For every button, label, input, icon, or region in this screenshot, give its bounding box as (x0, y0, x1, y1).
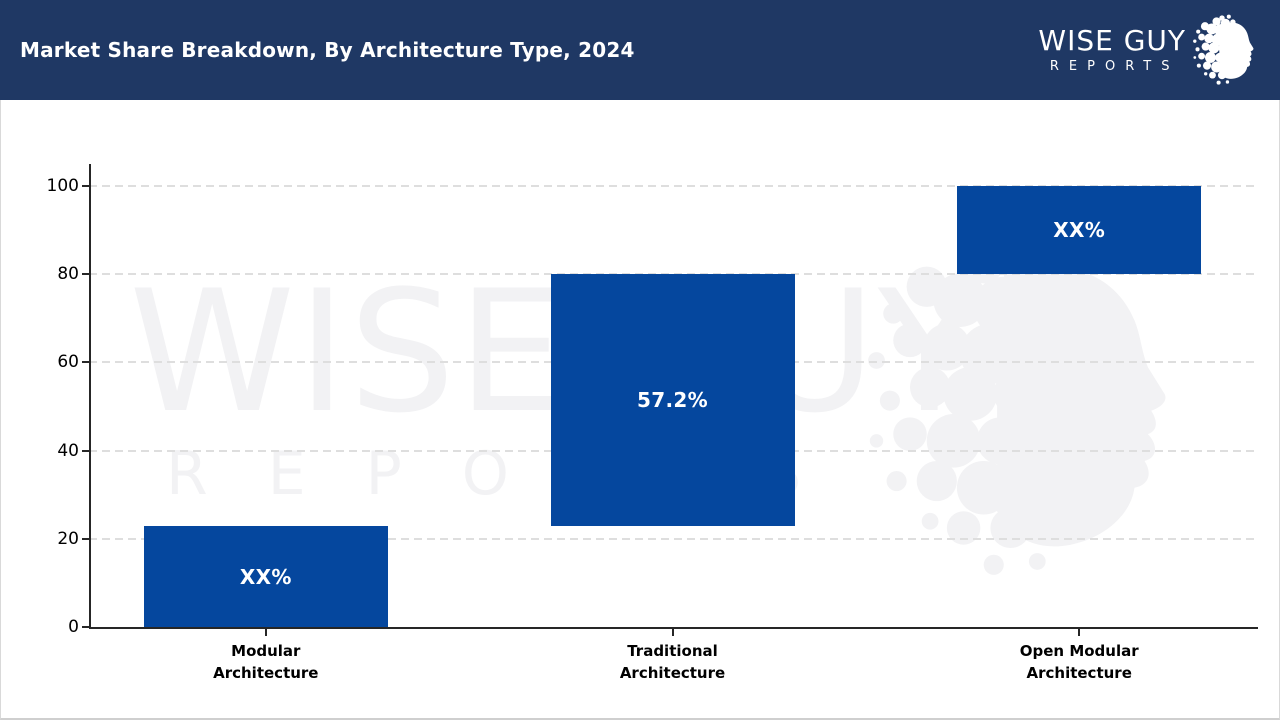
y-axis-line (89, 164, 91, 627)
category-label-open-modular-architecture: Open Modular Architecture (1019, 642, 1139, 682)
y-axis-tick-label: 20 (57, 528, 79, 549)
face-dot (1215, 52, 1225, 63)
face-dot (1203, 72, 1208, 76)
x-axis-tick-modular-architecture (264, 629, 267, 636)
bar-value-label: 57.2% (637, 388, 708, 413)
face-dot (1208, 42, 1220, 54)
face-dot (1193, 39, 1197, 43)
bar-value-label: XX% (1053, 218, 1106, 243)
face-dot (1198, 33, 1205, 41)
face-dot (1195, 47, 1200, 52)
brand-logo: WISE GUY REPORTS (1038, 12, 1256, 88)
face-dot (1233, 25, 1238, 30)
brand-logo-text: WISE GUY REPORTS (1038, 24, 1186, 74)
face-dot (1224, 25, 1233, 34)
y-axis-tick-label: 60 (57, 352, 79, 373)
y-axis-tick-40 (82, 449, 89, 452)
plot: 0 20 40 60 80 100 XX% Modular Architecture 57.2%… (1, 100, 1279, 718)
face-dot (1228, 43, 1234, 50)
y-axis-tick-20 (82, 537, 89, 540)
face-dot (1211, 61, 1222, 73)
y-axis-tick-label: 40 (57, 440, 79, 461)
face-dot (1214, 24, 1227, 37)
bar-traditional-architecture: 57.2% (550, 274, 795, 527)
face-dot (1225, 80, 1230, 84)
face-dot (1209, 71, 1216, 79)
face-dot (1198, 52, 1205, 60)
x-axis-line (89, 627, 1258, 629)
y-axis-tick-label: 100 (46, 176, 79, 196)
face-dot (1226, 71, 1231, 76)
face-dot (1222, 62, 1229, 70)
face-dot (1230, 35, 1235, 40)
y-axis-tick-80 (82, 273, 89, 276)
chart-area: WISE GUY REPORTS 0 20 40 60 80 100 XX% Modular … (0, 100, 1280, 720)
chart-title: Market Share Breakdown, By Architecture … (20, 38, 635, 62)
logo-subtext: REPORTS (1049, 59, 1180, 74)
bar-value-label: XX% (239, 564, 292, 589)
face-dot (1201, 42, 1210, 51)
face-dot (1204, 33, 1214, 44)
face-dot (1205, 52, 1216, 63)
face-dot (1193, 56, 1197, 59)
x-axis-tick-traditional-architecture (671, 629, 674, 636)
face-dot (1216, 80, 1221, 85)
category-label-traditional-architecture: Traditional Architecture (619, 642, 726, 682)
category-label-modular-architecture: Modular Architecture (213, 642, 319, 682)
logo-face-icon (1193, 14, 1254, 85)
y-axis-tick-label: 80 (57, 264, 79, 285)
bar-open-modular-architecture: XX% (957, 186, 1202, 275)
face-dot (1206, 23, 1218, 35)
face-dot (1222, 35, 1231, 44)
y-axis-tick-label: 0 (68, 617, 79, 637)
face-dot (1224, 53, 1231, 59)
header: Market Share Breakdown, By Architecture … (0, 0, 1280, 100)
face-dot (1226, 14, 1231, 19)
y-axis-tick-0 (82, 626, 89, 628)
face-dot (1217, 71, 1227, 80)
y-axis-tick-60 (82, 361, 89, 364)
gridline-100 (89, 185, 1256, 187)
x-axis-tick-open-modular-architecture (1078, 629, 1081, 636)
face-dot (1202, 61, 1212, 70)
y-axis-tick-100 (82, 185, 89, 187)
face-dot (1196, 63, 1201, 68)
logo-wordmark: WISE GUY (1038, 24, 1186, 57)
gridline-20 (89, 537, 1256, 540)
bar-modular-architecture: XX% (143, 526, 388, 627)
face-dot (1218, 43, 1229, 53)
face-dot (1212, 17, 1221, 26)
face-dot (1230, 19, 1236, 25)
face-dot (1196, 29, 1201, 34)
